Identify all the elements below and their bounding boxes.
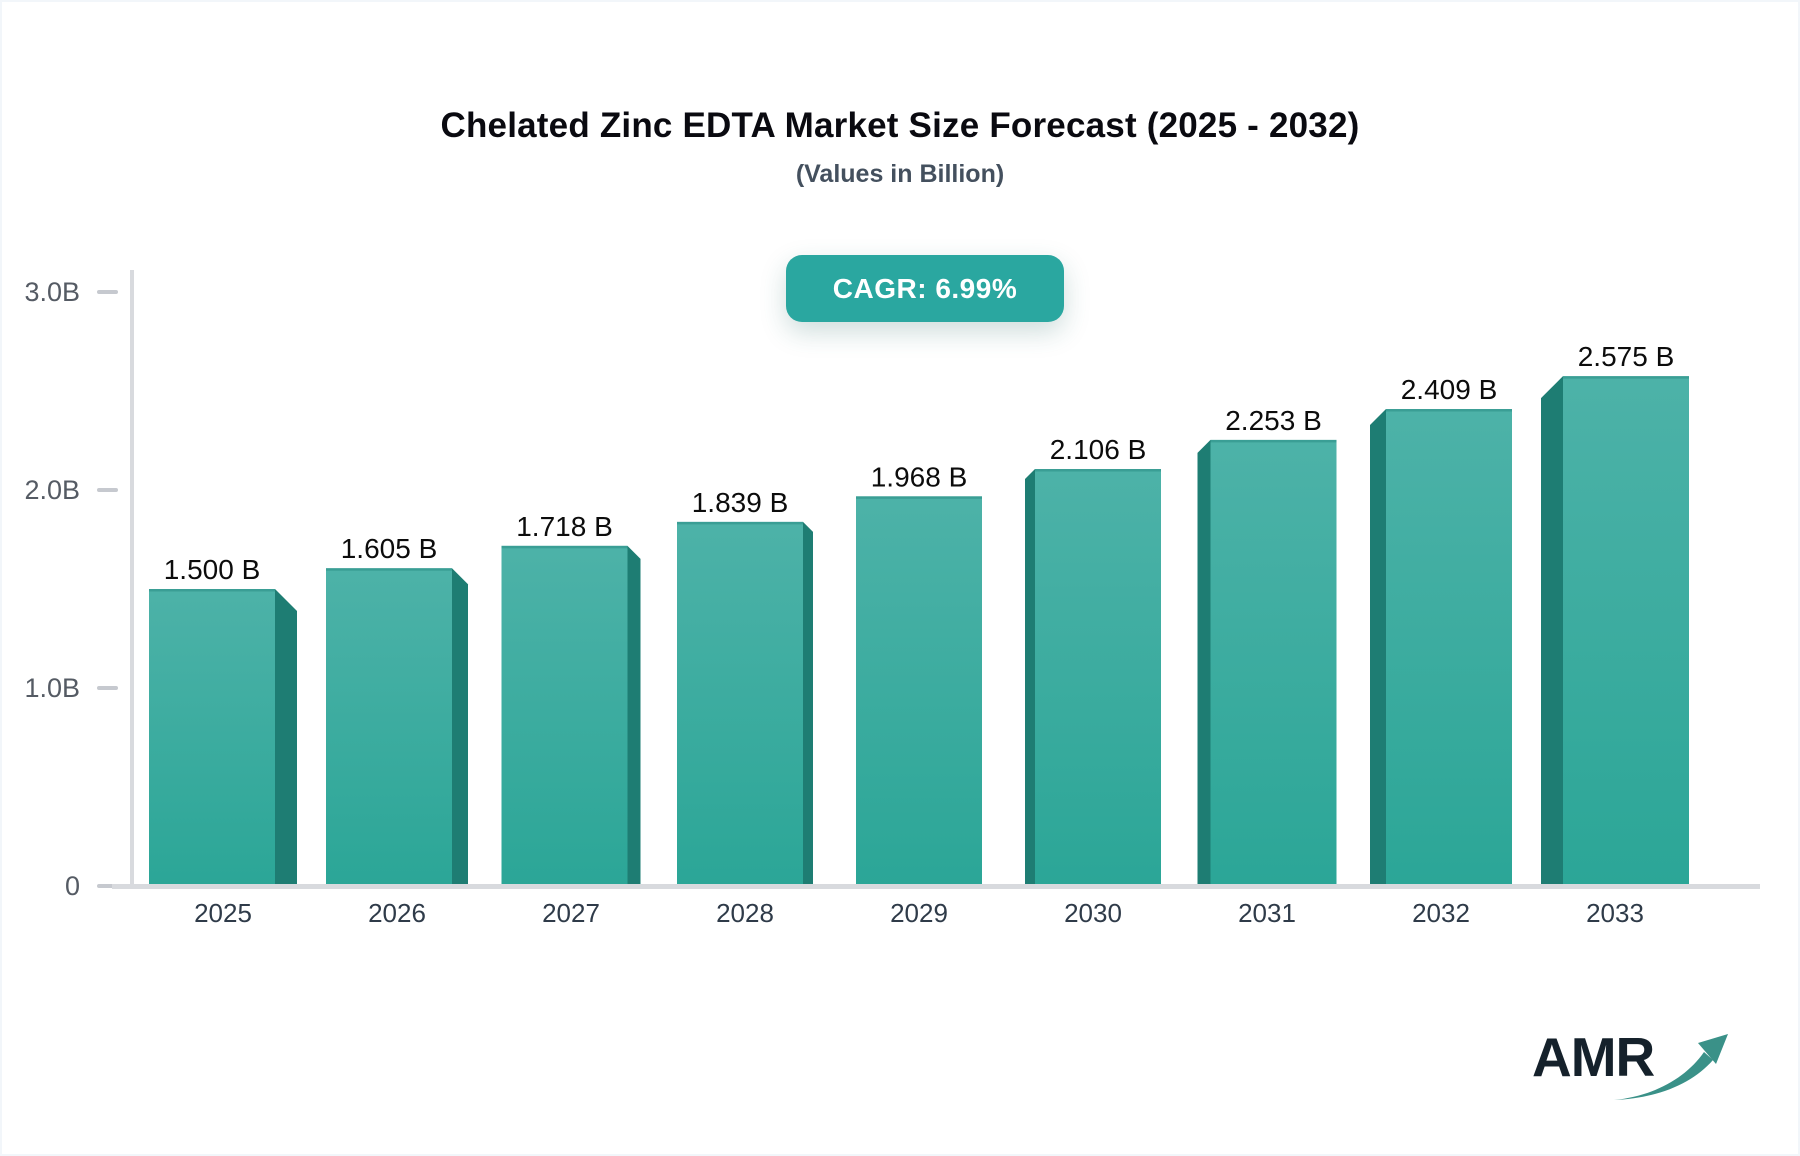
x-axis-label: 2025 <box>194 898 252 928</box>
bar-top-edge <box>1035 469 1161 472</box>
bar-group: 2.106 B 2030 <box>1025 434 1161 928</box>
bar-group: 1.968 B 2029 <box>856 461 982 928</box>
x-axis-label: 2027 <box>542 898 600 928</box>
y-tick-label: 0 <box>65 871 80 901</box>
bar-top-edge <box>1563 376 1689 379</box>
bar-side <box>452 568 468 886</box>
bar-side <box>1370 409 1386 886</box>
bar-side <box>627 545 641 886</box>
y-axis-line <box>130 270 134 888</box>
bar-value-label: 1.968 B <box>871 461 968 492</box>
bar-value-label: 1.605 B <box>341 533 438 564</box>
page-title: Chelated Zinc EDTA Market Size Forecast … <box>440 106 1360 145</box>
x-axis-baseline <box>112 884 1760 889</box>
bar-face <box>1210 439 1337 886</box>
bar-value-label: 2.106 B <box>1050 434 1147 465</box>
bar-side <box>1541 376 1563 886</box>
bar-group: 1.605 B 2026 <box>326 533 468 928</box>
bar-group: 2.575 B 2033 <box>1541 341 1689 928</box>
bar-top-edge <box>149 589 275 592</box>
bar-face <box>1386 409 1512 886</box>
x-axis-label: 2033 <box>1586 898 1644 928</box>
bar-face <box>149 589 275 886</box>
y-tick-label: 1.0B <box>24 673 80 703</box>
y-tick-dash <box>97 290 118 294</box>
bar-value-label: 1.500 B <box>164 554 261 585</box>
bar-value-label: 1.718 B <box>516 511 613 542</box>
y-tick-label: 2.0B <box>24 475 80 505</box>
x-axis-label: 2031 <box>1238 898 1296 928</box>
page-subtitle: (Values in Billion) <box>795 160 1005 188</box>
bar-group: 1.718 B 2027 <box>501 511 641 928</box>
bar-top-edge <box>856 496 982 499</box>
bar-top-edge <box>677 521 803 525</box>
bar-group: 1.839 B 2028 <box>677 487 813 928</box>
bar-face <box>1035 469 1161 886</box>
bar-top-edge <box>1386 409 1512 412</box>
bar-value-label: 2.253 B <box>1225 405 1322 436</box>
bar-value-label: 1.839 B <box>692 487 789 518</box>
bar-side <box>803 521 813 886</box>
amr-logo: AMR <box>1532 1022 1772 1122</box>
x-axis-label: 2029 <box>890 898 948 928</box>
x-axis-label: 2032 <box>1412 898 1470 928</box>
y-tick-dash <box>97 686 118 690</box>
amr-logo-text: AMR <box>1532 1026 1655 1088</box>
bar-face <box>326 568 452 886</box>
x-axis-label: 2026 <box>368 898 426 928</box>
cagr-badge-label: CAGR: 6.99% <box>832 272 1018 304</box>
bar-side <box>275 589 297 886</box>
bar-side <box>1025 469 1035 886</box>
bar-value-label: 2.409 B <box>1401 374 1498 405</box>
growth-arrow-icon <box>1614 1034 1728 1100</box>
bar-face <box>501 545 628 886</box>
bar-group: 2.253 B 2031 <box>1197 405 1337 928</box>
x-axis-label: 2030 <box>1064 898 1122 928</box>
bar-group: 1.500 B 2025 <box>149 554 297 928</box>
bar-face <box>677 521 803 886</box>
x-axis-label: 2028 <box>716 898 774 928</box>
y-tick-label: 3.0B <box>24 277 80 307</box>
bar-face <box>856 496 982 886</box>
bar-top-edge <box>1210 439 1337 443</box>
bar-top-edge <box>326 568 452 571</box>
bar-top-edge <box>501 545 628 549</box>
bar-face <box>1563 376 1689 886</box>
bar-side <box>1197 439 1211 886</box>
y-tick-dash <box>97 488 118 492</box>
bar-value-label: 2.575 B <box>1578 341 1675 372</box>
cagr-badge: CAGR: 6.99% <box>786 255 1064 322</box>
bar-group: 2.409 B 2032 <box>1370 374 1512 928</box>
